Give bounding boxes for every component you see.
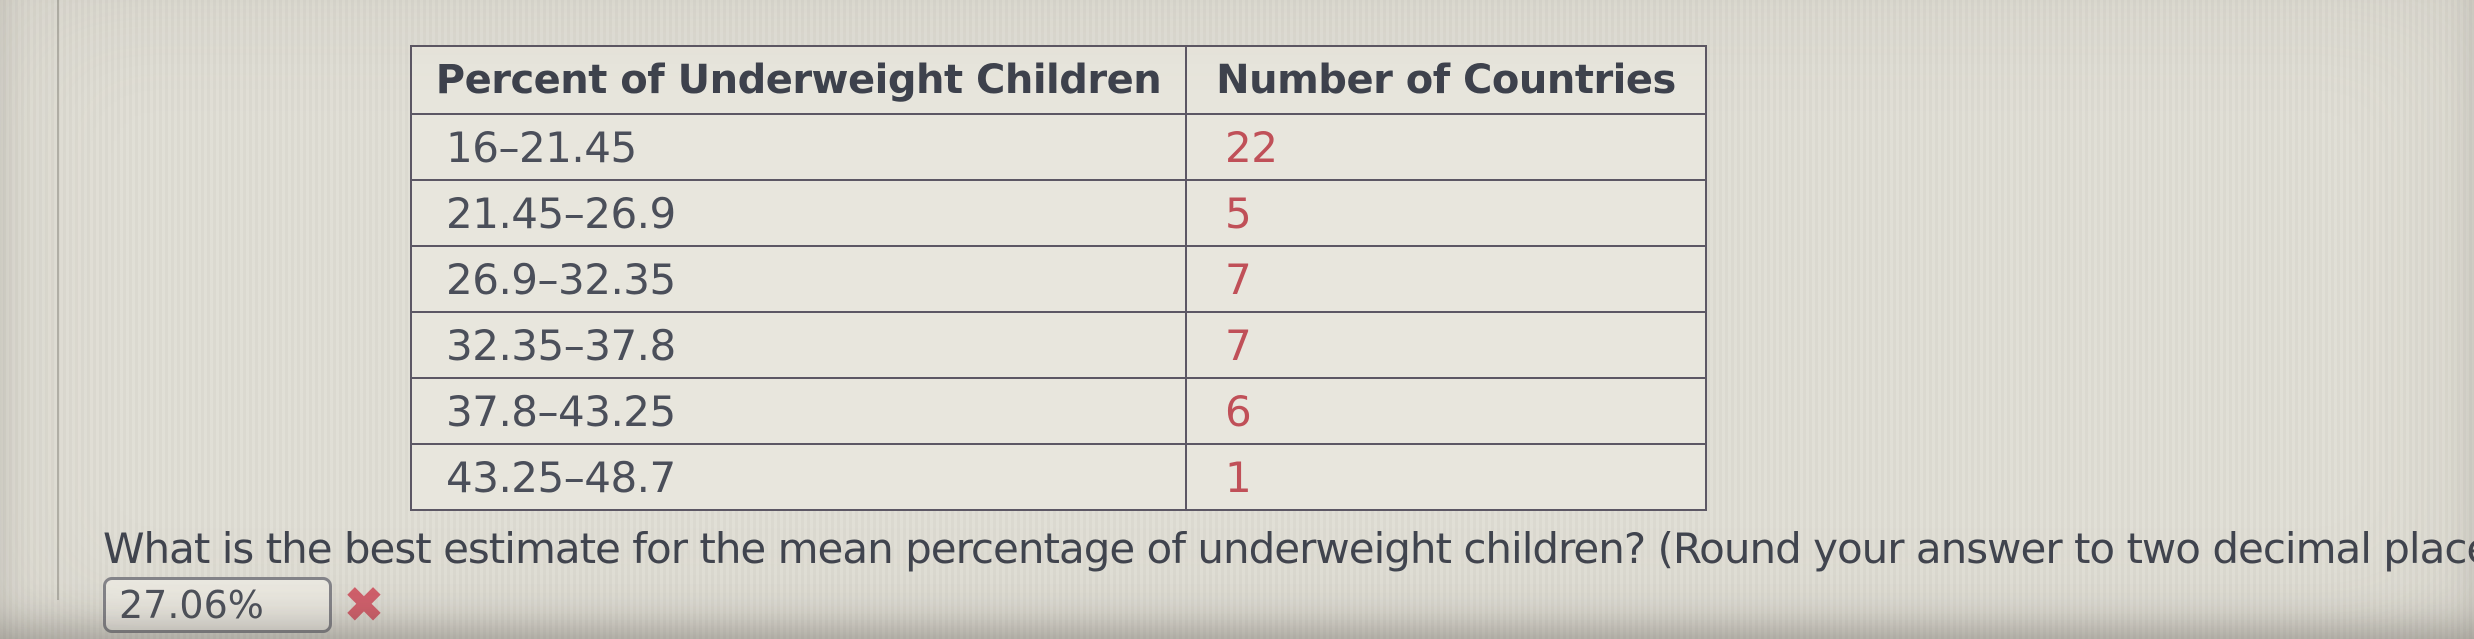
table-row: 43.25–48.7 1 — [410, 443, 1707, 511]
table-row: 37.8–43.25 6 — [410, 377, 1707, 445]
question-text: What is the best estimate for the mean p… — [103, 524, 2474, 573]
table-row: 32.35–37.8 7 — [410, 311, 1707, 379]
count-cell: 22 — [1185, 113, 1707, 181]
count-cell: 6 — [1185, 377, 1707, 445]
header-number-of-countries: Number of Countries — [1185, 45, 1707, 115]
count-cell: 7 — [1185, 311, 1707, 379]
table-header-row: Percent of Underweight Children Number o… — [410, 45, 1707, 115]
interval-cell: 21.45–26.9 — [410, 179, 1187, 247]
interval-cell: 32.35–37.8 — [410, 311, 1187, 379]
interval-cell: 26.9–32.35 — [410, 245, 1187, 313]
incorrect-x-icon: ✖ — [343, 576, 385, 634]
interval-cell: 16–21.45 — [410, 113, 1187, 181]
count-cell: 5 — [1185, 179, 1707, 247]
count-cell: 7 — [1185, 245, 1707, 313]
table-row: 16–21.45 22 — [410, 113, 1707, 181]
page-edge-line — [57, 0, 59, 600]
header-percent-underweight: Percent of Underweight Children — [410, 45, 1187, 115]
frequency-table: Percent of Underweight Children Number o… — [410, 45, 1707, 511]
table-row: 26.9–32.35 7 — [410, 245, 1707, 313]
count-cell: 1 — [1185, 443, 1707, 511]
table-row: 21.45–26.9 5 — [410, 179, 1707, 247]
interval-cell: 37.8–43.25 — [410, 377, 1187, 445]
interval-cell: 43.25–48.7 — [410, 443, 1187, 511]
answer-input[interactable] — [103, 577, 332, 633]
